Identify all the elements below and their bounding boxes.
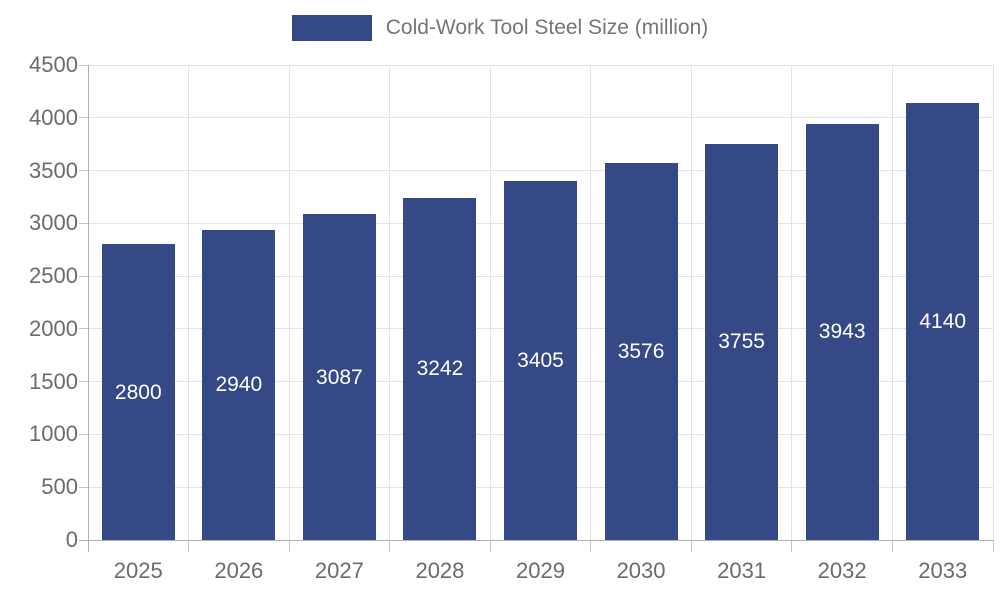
y-axis-label: 4000: [29, 104, 78, 130]
x-axis-label: 2032: [817, 558, 867, 583]
x-axis-tick: [690, 540, 692, 552]
x-axis-label: 2029: [516, 558, 565, 583]
y-axis-tick: [79, 117, 88, 119]
x-axis-line: [79, 539, 993, 541]
x-axis-tick: [389, 540, 391, 552]
x-axis-label: 2025: [113, 558, 163, 583]
y-axis-label: 3000: [29, 210, 78, 236]
bar: 3576: [604, 162, 678, 540]
x-axis-tick: [992, 540, 994, 552]
y-gridline: [88, 170, 993, 172]
x-gridline: [288, 65, 290, 540]
y-axis-tick: [79, 433, 88, 435]
y-gridline: [88, 117, 993, 119]
bar: 4140: [906, 103, 980, 540]
x-axis-label: 2028: [415, 558, 465, 583]
y-gridline: [88, 64, 993, 66]
bar: 3755: [705, 143, 779, 540]
x-axis-label: 2033: [918, 558, 968, 583]
x-axis-label: 2030: [616, 558, 666, 583]
y-axis-label: 2500: [29, 263, 78, 289]
y-axis-label: 2000: [29, 315, 78, 341]
y-axis-tick: [79, 486, 88, 488]
x-axis-tick: [891, 540, 893, 552]
bar-value-label: 3087: [316, 365, 363, 389]
bar-value-label: 3405: [517, 348, 564, 372]
x-gridline: [489, 65, 491, 540]
y-axis-label: 500: [41, 474, 78, 500]
x-axis-label: 2027: [314, 558, 364, 583]
y-axis-line: [87, 65, 89, 552]
x-axis-tick: [288, 540, 290, 552]
bar-value-label: 2800: [114, 380, 162, 404]
bar-value-label: 3242: [416, 357, 464, 381]
bar-value-label: 3943: [818, 320, 866, 344]
bar: 3242: [403, 197, 477, 540]
bar: 2800: [101, 244, 175, 540]
y-axis-tick: [79, 381, 88, 383]
y-axis-tick: [79, 222, 88, 224]
x-gridline: [690, 65, 692, 540]
y-axis-tick: [79, 328, 88, 330]
bar: 2940: [202, 229, 276, 540]
bar-value-label: 4140: [919, 310, 967, 333]
y-axis-tick: [79, 170, 88, 172]
x-gridline: [590, 65, 592, 540]
x-gridline: [992, 65, 994, 540]
x-axis-tick: [590, 540, 592, 552]
x-axis-tick: [791, 540, 793, 552]
x-axis-tick: [489, 540, 491, 552]
x-axis-label: 2031: [717, 558, 767, 583]
x-gridline: [188, 65, 190, 540]
x-gridline: [791, 65, 793, 540]
x-axis-label: 2026: [214, 558, 264, 583]
x-axis-tick: [188, 540, 190, 552]
bar: 3087: [302, 214, 376, 540]
bar-value-label: 3755: [718, 330, 765, 354]
bar-value-label: 3576: [617, 339, 665, 363]
x-gridline: [389, 65, 391, 540]
legend-label: Cold-Work Tool Steel Size (million): [385, 16, 709, 39]
bar: 3943: [805, 123, 879, 540]
y-axis-label: 1000: [29, 421, 78, 447]
y-axis-label: 0: [65, 527, 78, 552]
y-axis-label: 1500: [29, 368, 78, 394]
bar: 3405: [504, 180, 577, 540]
legend-swatch: [291, 15, 372, 41]
y-axis-label: 3500: [29, 157, 78, 183]
y-axis-label: 4500: [29, 52, 78, 77]
bar-value-label: 2940: [215, 373, 263, 397]
y-axis-tick: [79, 275, 88, 277]
y-axis-tick: [79, 64, 88, 66]
x-gridline: [891, 65, 893, 540]
chart-legend: Cold-Work Tool Steel Size (million): [0, 15, 1000, 41]
